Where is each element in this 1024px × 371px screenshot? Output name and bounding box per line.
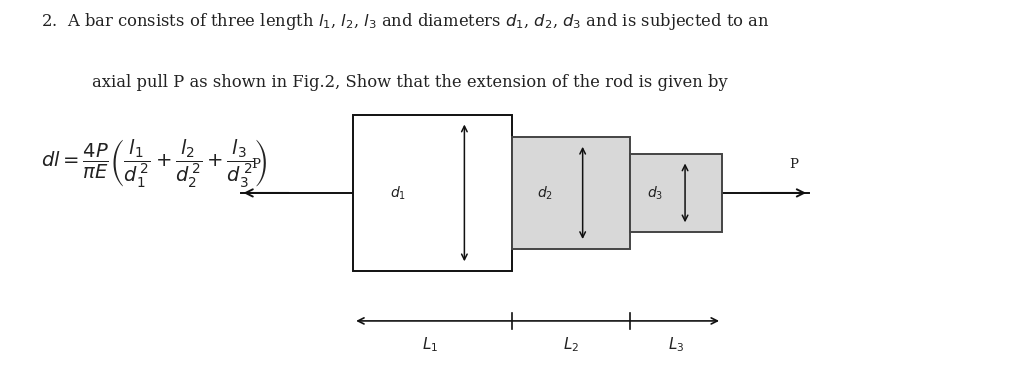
Text: P: P — [790, 158, 799, 171]
Text: $L_1$: $L_1$ — [422, 336, 438, 354]
Text: 2.  A bar consists of three length $\mathit{l_1}$, $\mathit{l_2}$, $\mathit{l_3}: 2. A bar consists of three length $\math… — [41, 11, 769, 32]
Bar — [630, 154, 722, 232]
Bar — [512, 137, 630, 249]
Bar — [353, 115, 512, 271]
Text: $d_3$: $d_3$ — [647, 184, 664, 201]
Text: $L_2$: $L_2$ — [563, 336, 580, 354]
Text: axial pull P as shown in Fig.2, Show that the extension of the rod is given by: axial pull P as shown in Fig.2, Show tha… — [92, 74, 728, 91]
Text: $d_1$: $d_1$ — [390, 184, 406, 201]
Text: P: P — [251, 158, 260, 171]
Text: $L_3$: $L_3$ — [668, 336, 684, 354]
Text: $dl = \dfrac{4P}{\pi E}\left(\dfrac{l_1}{d_1^{\,2}} + \dfrac{l_2}{d_2^{\,2}} + \: $dl = \dfrac{4P}{\pi E}\left(\dfrac{l_1}… — [41, 137, 267, 189]
Text: $d_2$: $d_2$ — [537, 184, 553, 201]
